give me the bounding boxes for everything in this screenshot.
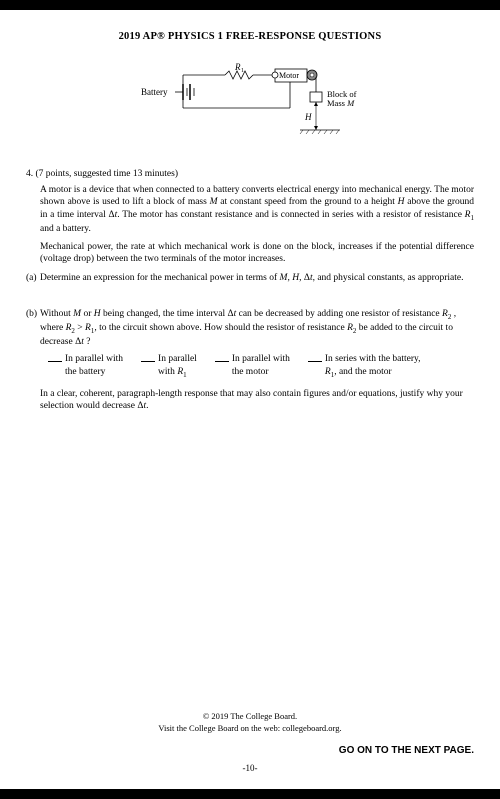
copyright: © 2019 The College Board. — [0, 711, 500, 722]
option-2: In parallel with R1 — [141, 353, 197, 379]
option-4: In series with the battery, R1, and the … — [308, 353, 421, 379]
svg-text:R: R — [234, 62, 241, 72]
intro-para-1: A motor is a device that when connected … — [40, 184, 474, 235]
part-a: (a) Determine an expression for the mech… — [40, 272, 474, 284]
h-label: H — [304, 112, 312, 122]
option-1: In parallel with the battery — [48, 353, 123, 379]
part-b: (b) Without M or H being changed, the ti… — [40, 308, 474, 412]
circuit-diagram: Battery R 1 Motor — [26, 60, 474, 150]
justify-prompt: In a clear, coherent, paragraph-length r… — [40, 388, 474, 413]
page-title: 2019 AP® PHYSICS 1 FREE-RESPONSE QUESTIO… — [26, 30, 474, 44]
page: 2019 AP® PHYSICS 1 FREE-RESPONSE QUESTIO… — [0, 10, 500, 789]
battery-label: Battery — [141, 87, 168, 97]
question-header: 4. (7 points, suggested time 13 minutes) — [26, 168, 474, 180]
footer: © 2019 The College Board. Visit the Coll… — [0, 711, 500, 775]
answer-options: In parallel with the battery In parallel… — [48, 353, 474, 379]
go-on-text: GO ON TO THE NEXT PAGE. — [0, 744, 500, 757]
option-3: In parallel with the motor — [215, 353, 290, 379]
part-a-label: (a) — [26, 272, 37, 284]
svg-text:Mass M: Mass M — [327, 98, 355, 108]
part-b-label: (b) — [26, 308, 37, 320]
intro-para-2: Mechanical power, the rate at which mech… — [40, 241, 474, 266]
visit-text: Visit the College Board on the web: coll… — [0, 723, 500, 734]
motor-label: Motor — [279, 71, 299, 80]
page-number: -10- — [0, 763, 500, 775]
